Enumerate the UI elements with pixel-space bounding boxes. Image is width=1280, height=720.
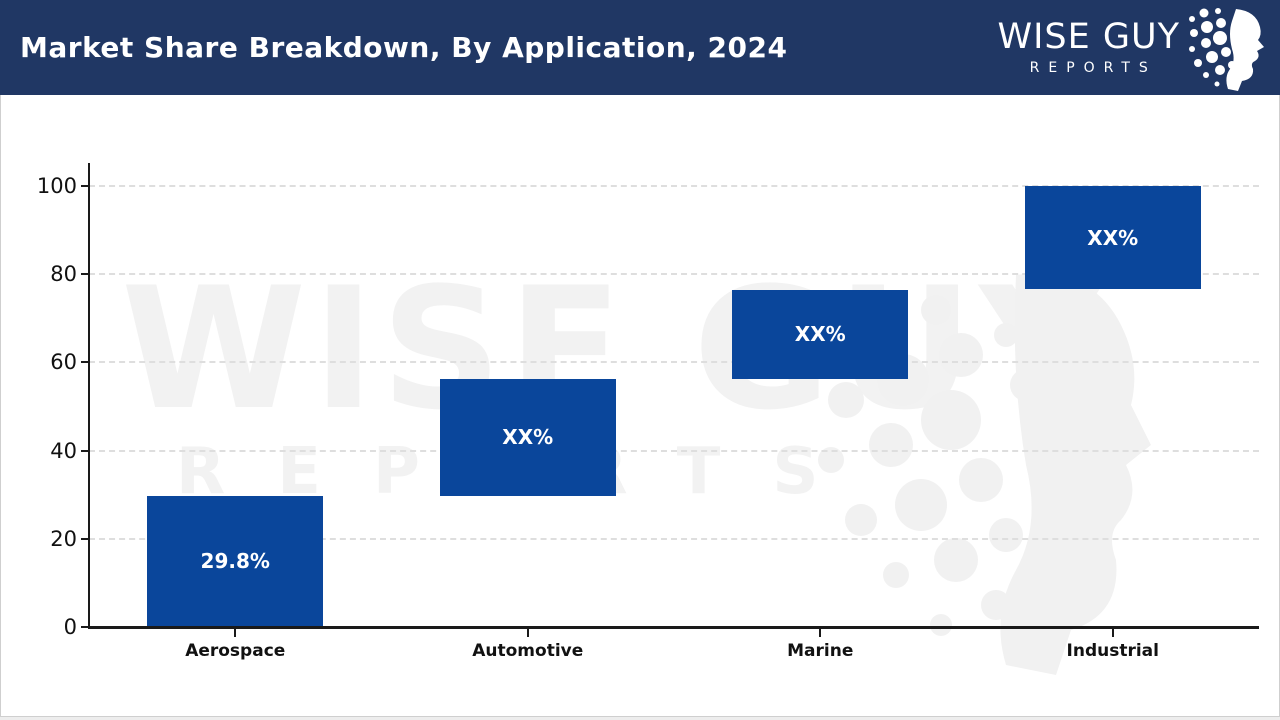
y-axis-tick — [81, 626, 89, 628]
y-gridline — [89, 449, 1259, 452]
y-axis-line — [88, 163, 90, 629]
logo-text: WISE GUY REPORTS — [997, 17, 1180, 76]
y-axis-tick — [81, 361, 89, 364]
page-title: Market Share Breakdown, By Application, … — [20, 31, 788, 64]
x-axis-category-label: Marine — [787, 641, 854, 661]
y-axis-tick — [81, 185, 89, 187]
bar-value-label: XX% — [502, 425, 554, 450]
chart-card: WISE GUY REPORTS 02040608010029.8%Aerosp… — [0, 95, 1280, 717]
y-axis-tick-label: 40 — [50, 438, 77, 463]
y-gridline — [89, 537, 1259, 540]
y-gridline — [89, 361, 1259, 364]
x-axis-tick — [1111, 629, 1114, 637]
bar-value-label: XX% — [1087, 225, 1139, 250]
y-gridline — [89, 185, 1259, 187]
bar-value-label: XX% — [794, 322, 846, 347]
y-axis-tick — [81, 449, 89, 452]
y-axis-tick — [81, 537, 89, 540]
waterfall-chart: 0 20 40 60 80 100 29.8% Aerospace XX% Automotive X… — [1, 95, 1279, 716]
logo-wordmark: WISE GUY — [997, 17, 1180, 57]
waterfall-bar: XX% — [1024, 186, 1201, 290]
waterfall-bar: 29.8% — [147, 495, 324, 627]
bar-value-label: 29.8% — [200, 549, 270, 574]
y-axis-tick-label: 20 — [50, 526, 77, 551]
brand-logo: WISE GUY REPORTS — [997, 5, 1266, 91]
x-axis-line — [88, 626, 1259, 629]
x-axis-tick — [526, 629, 529, 637]
x-axis-category-label: Industrial — [1066, 641, 1159, 661]
y-axis-tick-label: 0 — [63, 615, 77, 639]
waterfall-bar: XX% — [732, 289, 909, 379]
y-axis-tick — [81, 273, 89, 276]
y-axis-tick-label: 80 — [50, 262, 77, 287]
logo-subtext: REPORTS — [1029, 60, 1157, 76]
header-bar: Market Share Breakdown, By Application, … — [0, 0, 1280, 95]
y-axis-tick-label: 60 — [50, 350, 77, 375]
y-axis-tick-label: 100 — [36, 174, 77, 198]
x-axis-tick — [234, 629, 237, 637]
y-gridline — [89, 273, 1259, 276]
x-axis-tick — [819, 629, 822, 637]
x-axis-category-label: Automotive — [472, 641, 584, 661]
logo-face-icon — [1189, 7, 1264, 91]
waterfall-bar: XX% — [439, 379, 616, 496]
x-axis-category-label: Aerospace — [185, 641, 286, 661]
